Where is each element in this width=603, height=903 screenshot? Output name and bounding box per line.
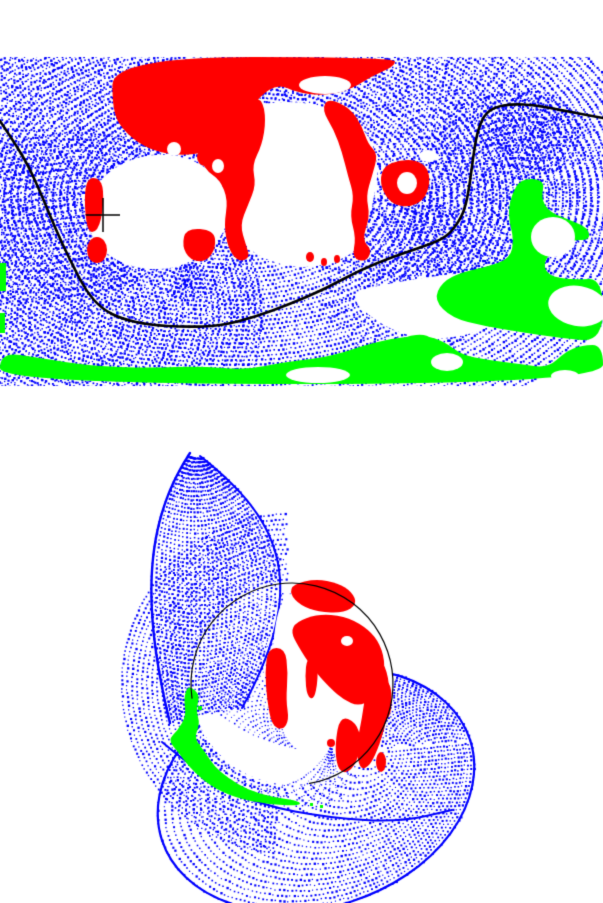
figure-root [0,0,603,903]
dynamical-basins-figure-canvas [0,0,603,903]
